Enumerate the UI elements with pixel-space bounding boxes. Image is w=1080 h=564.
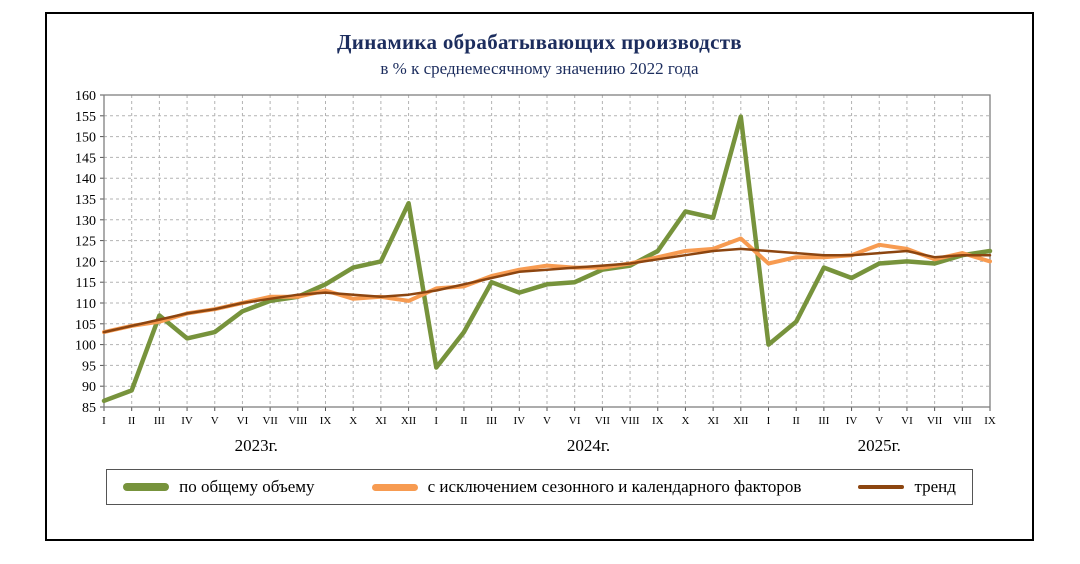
x-axis-label: VIII: [621, 415, 640, 427]
x-axis-label: V: [543, 415, 551, 427]
x-axis-label: XII: [401, 415, 417, 427]
x-axis-label: VI: [237, 415, 249, 427]
x-axis-label: IX: [984, 415, 996, 427]
x-axis-label: VII: [262, 415, 278, 427]
y-axis-label: 135: [75, 193, 96, 208]
x-axis-label: VIII: [288, 415, 307, 427]
x-axis-label: I: [767, 415, 771, 427]
y-axis-label: 90: [82, 380, 96, 395]
x-axis-label: VIII: [953, 415, 972, 427]
x-axis-label: IV: [181, 415, 193, 427]
trend-line-swatch: [858, 485, 905, 489]
legend-item-total: по общему объему: [123, 477, 315, 497]
y-axis-label: 140: [75, 172, 96, 187]
x-axis-label: III: [154, 415, 165, 427]
x-axis-label: VII: [927, 415, 943, 427]
x-axis-label: I: [434, 415, 438, 427]
legend-item-seasonal: с исключением сезонного и календарного ф…: [371, 477, 802, 497]
x-axis-label: VI: [569, 415, 581, 427]
y-axis-label: 95: [82, 359, 96, 374]
x-axis-label: VI: [901, 415, 913, 427]
x-axis-label: II: [793, 415, 801, 427]
y-axis-label: 100: [75, 339, 96, 354]
x-axis-label: IV: [846, 415, 858, 427]
legend-item-trend: тренд: [858, 477, 956, 497]
x-axis-label: II: [460, 415, 468, 427]
x-axis-label: X: [349, 415, 357, 427]
y-axis-label: 110: [76, 297, 96, 312]
y-axis-label: 155: [75, 110, 96, 125]
chart-canvas: 85 90 95 100 105 110 115 120 125 130 135 140 145 150 1…: [75, 89, 996, 455]
legend-label-total: по общему объему: [179, 477, 315, 496]
x-axis-label: XI: [375, 415, 387, 427]
x-axis-label: II: [128, 415, 136, 427]
year-label: 2023г.: [235, 436, 278, 455]
seasonal-line-swatch: [371, 483, 418, 491]
x-axis-label: V: [875, 415, 883, 427]
x-axis-label: IV: [514, 415, 526, 427]
x-axis-label: IX: [320, 415, 332, 427]
y-axis-label: 120: [75, 255, 96, 270]
x-axis-label: III: [486, 415, 497, 427]
legend-label-seasonal: с исключением сезонного и календарного ф…: [427, 477, 802, 496]
x-axis-label: XII: [733, 415, 749, 427]
chart-frame: Динамика обрабатывающих производств в % …: [45, 12, 1034, 541]
y-axis-label: 115: [76, 276, 96, 291]
x-axis-label: IX: [652, 415, 664, 427]
y-axis-label: 125: [75, 235, 96, 250]
legend-label-trend: тренд: [914, 477, 956, 496]
x-axis-label: XI: [707, 415, 719, 427]
series-line-0: [101, 114, 993, 404]
y-axis-label: 85: [82, 401, 96, 416]
year-label: 2025г.: [858, 436, 901, 455]
y-axis-label: 150: [75, 131, 96, 146]
chart-title: Динамика обрабатывающих производств: [337, 30, 742, 54]
x-axis-label: VII: [595, 415, 611, 427]
x-axis-label: I: [102, 415, 106, 427]
year-label: 2024г.: [567, 436, 610, 455]
y-axis-label: 105: [75, 318, 96, 333]
y-axis-label: 160: [75, 89, 96, 104]
x-axis-label: V: [211, 415, 219, 427]
series-line-2: [102, 247, 992, 334]
y-axis-label: 130: [75, 214, 96, 229]
legend-box: по общему объему с исключением сезонного…: [106, 469, 973, 505]
chart-subtitle: в % к среднемесячному значению 2022 года: [380, 59, 699, 78]
y-axis-label: 145: [75, 151, 96, 166]
x-axis-label: X: [681, 415, 689, 427]
x-axis-label: III: [818, 415, 829, 427]
total-line-swatch: [123, 483, 170, 491]
